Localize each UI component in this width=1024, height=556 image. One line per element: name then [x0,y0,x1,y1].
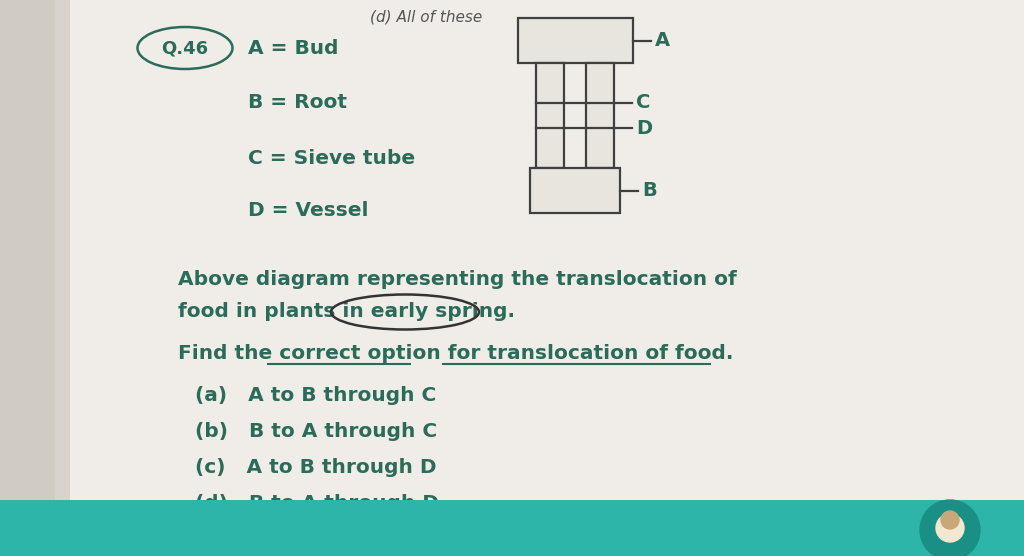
Text: B: B [642,181,656,200]
Circle shape [936,514,964,542]
FancyBboxPatch shape [0,0,55,556]
FancyBboxPatch shape [530,168,620,213]
Circle shape [920,500,980,556]
FancyBboxPatch shape [586,63,614,168]
FancyBboxPatch shape [517,18,633,63]
Text: A: A [654,31,670,50]
Text: C: C [636,93,650,112]
Text: A = Bud: A = Bud [248,38,339,57]
FancyBboxPatch shape [55,0,1024,510]
FancyBboxPatch shape [0,500,1024,556]
Text: (c)   A to B through D: (c) A to B through D [195,458,436,477]
Text: (d) All of these: (d) All of these [370,10,482,25]
Text: B = Root: B = Root [248,93,347,112]
Text: D: D [636,118,652,137]
Text: food in plants in early spring.: food in plants in early spring. [178,302,515,321]
FancyBboxPatch shape [55,0,70,515]
Text: Above diagram representing the translocation of: Above diagram representing the transloca… [178,270,736,289]
Text: (a)   A to B through C: (a) A to B through C [195,386,436,405]
Text: (b)   B to A through C: (b) B to A through C [195,422,437,441]
Text: D = Vessel: D = Vessel [248,201,369,220]
Text: Find the correct option for translocation of food.: Find the correct option for translocatio… [178,344,733,363]
Text: Q.46: Q.46 [162,39,209,57]
FancyBboxPatch shape [536,63,564,168]
Text: C = Sieve tube: C = Sieve tube [248,148,415,167]
Text: (d)   B to A through D: (d) B to A through D [195,494,439,513]
Circle shape [941,511,959,529]
